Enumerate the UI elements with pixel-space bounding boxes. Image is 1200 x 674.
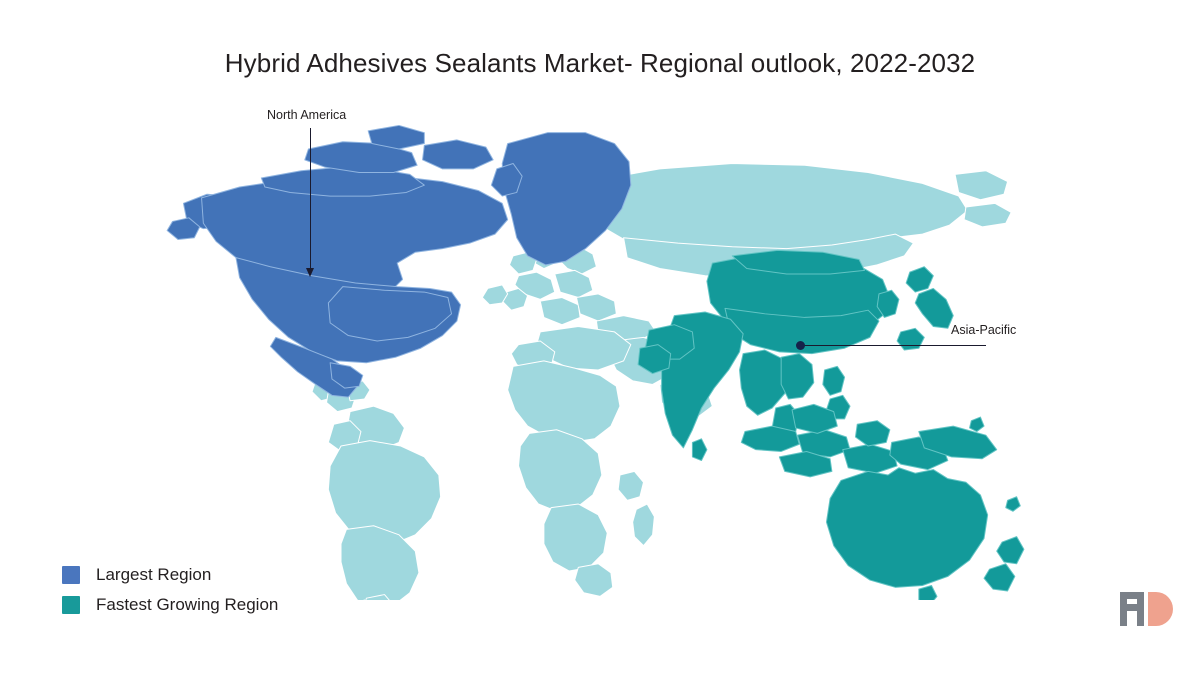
annotation-label-asia-pacific: Asia-Pacific: [951, 323, 1017, 337]
legend-swatch-largest-region: [62, 566, 80, 584]
map-largest-region-north-america: [166, 124, 632, 398]
annotation-arrow-icon-north-america: [306, 268, 314, 277]
legend-label-fastest-growing-region: Fastest Growing Region: [96, 595, 279, 614]
legend: Largest Region Fastest Growing Region: [62, 560, 278, 620]
brand-logo: [1120, 592, 1173, 626]
annotation-label-north-america: North America: [267, 108, 347, 122]
annotation-leader-line-north-america: [310, 128, 311, 270]
legend-item-largest-region: Largest Region: [62, 560, 278, 590]
annotation-marker-dot-asia-pacific: [796, 341, 805, 350]
legend-label-largest-region: Largest Region: [96, 565, 212, 584]
world-map-svg: [166, 124, 1025, 600]
page-title: Hybrid Adhesives Sealants Market- Region…: [224, 48, 976, 78]
legend-swatch-fastest-growing-region: [62, 596, 80, 614]
logo-letter-d-icon: [1148, 592, 1173, 626]
logo-letter-r-icon: [1120, 592, 1144, 626]
annotation-leader-line-asia-pacific: [800, 345, 986, 346]
legend-item-fastest-growing-region: Fastest Growing Region: [62, 590, 278, 620]
map-fastest-growing-region-asia-pacific: [637, 249, 1025, 600]
